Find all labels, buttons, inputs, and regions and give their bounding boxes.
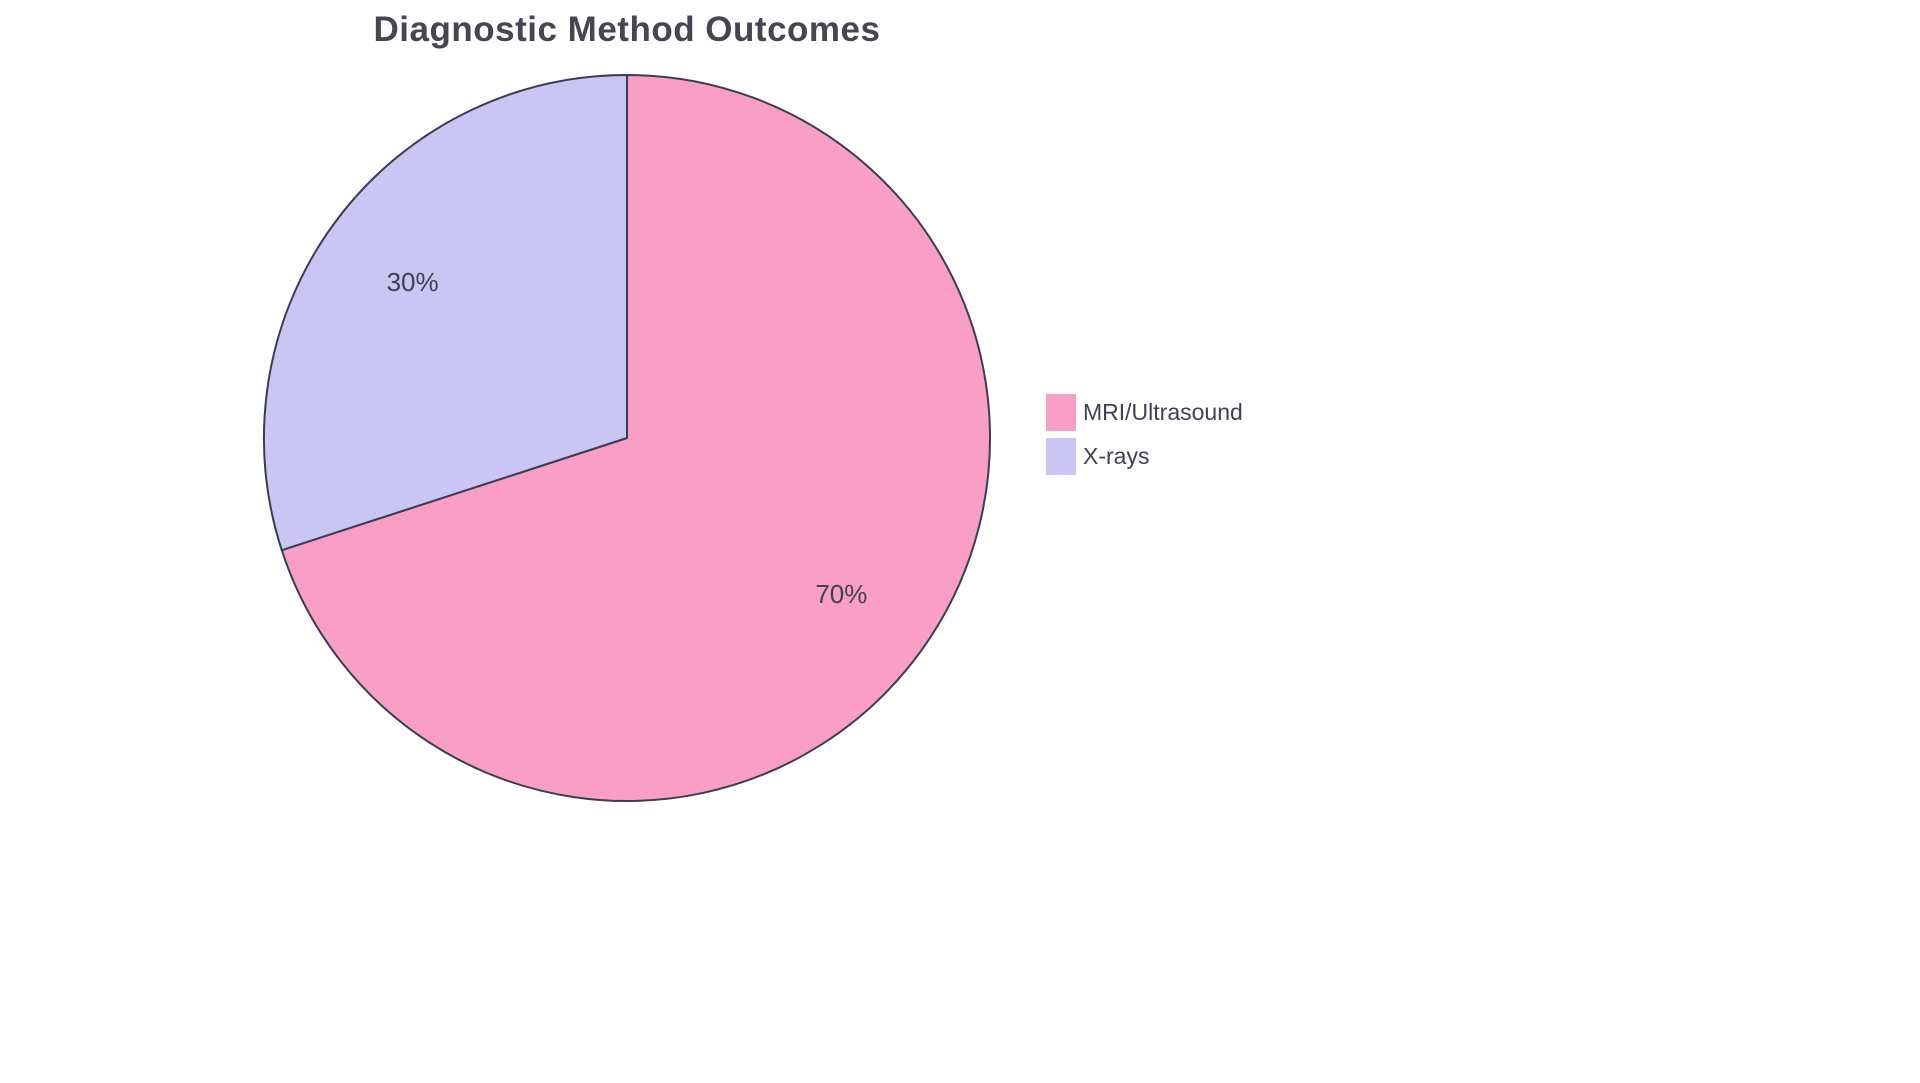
legend-swatch-mri-ultrasound (1046, 394, 1076, 431)
pie-slice-0[interactable] (280, 74, 991, 802)
slice-label-0: 70% (815, 579, 867, 609)
legend: MRI/Ultrasound X-rays (1046, 394, 1243, 475)
pie-slice-1[interactable] (263, 74, 628, 552)
slice-label-1: 30% (387, 267, 439, 297)
legend-item-x-rays[interactable]: X-rays (1046, 438, 1243, 475)
legend-label-x-rays: X-rays (1083, 443, 1150, 469)
legend-label-mri-ultrasound: MRI/Ultrasound (1083, 399, 1243, 425)
legend-item-mri-ultrasound[interactable]: MRI/Ultrasound (1046, 394, 1243, 431)
legend-swatch-x-rays (1046, 438, 1076, 475)
chart-title: Diagnostic Method Outcomes (373, 10, 881, 49)
